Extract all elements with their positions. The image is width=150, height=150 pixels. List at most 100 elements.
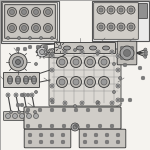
Circle shape <box>50 133 54 137</box>
Circle shape <box>96 50 100 54</box>
Circle shape <box>113 63 115 65</box>
Circle shape <box>32 78 36 82</box>
Circle shape <box>118 76 122 80</box>
Circle shape <box>99 25 103 29</box>
Circle shape <box>41 50 43 51</box>
Circle shape <box>62 141 64 143</box>
Circle shape <box>123 63 127 67</box>
Circle shape <box>83 133 87 137</box>
Circle shape <box>45 9 51 15</box>
Circle shape <box>21 94 23 96</box>
Circle shape <box>6 93 10 97</box>
Circle shape <box>120 46 123 49</box>
Circle shape <box>29 46 31 48</box>
Circle shape <box>50 54 54 58</box>
Ellipse shape <box>32 76 36 84</box>
Circle shape <box>111 51 113 53</box>
Circle shape <box>97 102 99 104</box>
Circle shape <box>112 63 116 66</box>
Circle shape <box>39 109 41 111</box>
Circle shape <box>9 111 12 114</box>
Circle shape <box>99 8 103 12</box>
Circle shape <box>6 114 10 118</box>
Circle shape <box>22 93 26 97</box>
Ellipse shape <box>8 76 12 84</box>
Circle shape <box>99 125 101 127</box>
Circle shape <box>105 140 109 144</box>
Circle shape <box>80 101 84 105</box>
Circle shape <box>8 24 16 33</box>
Circle shape <box>117 69 119 71</box>
Circle shape <box>61 140 65 144</box>
Circle shape <box>16 103 20 107</box>
Circle shape <box>26 111 29 114</box>
Circle shape <box>121 47 122 48</box>
Circle shape <box>37 47 47 57</box>
Circle shape <box>34 63 38 66</box>
Circle shape <box>97 23 105 31</box>
Circle shape <box>132 47 133 48</box>
Circle shape <box>15 94 17 96</box>
Circle shape <box>44 50 46 52</box>
Circle shape <box>95 141 97 143</box>
Circle shape <box>23 94 25 96</box>
Circle shape <box>96 101 100 105</box>
FancyBboxPatch shape <box>54 42 116 54</box>
Circle shape <box>51 109 53 111</box>
Circle shape <box>51 101 54 104</box>
Circle shape <box>44 8 52 16</box>
Circle shape <box>62 134 64 136</box>
Circle shape <box>21 104 23 106</box>
Ellipse shape <box>24 76 28 84</box>
Circle shape <box>96 52 99 55</box>
Ellipse shape <box>76 46 84 50</box>
Circle shape <box>74 108 78 112</box>
Circle shape <box>39 133 43 137</box>
Circle shape <box>97 102 98 103</box>
Circle shape <box>63 125 65 127</box>
Circle shape <box>84 76 96 87</box>
Circle shape <box>20 114 24 118</box>
FancyBboxPatch shape <box>1 1 59 43</box>
Circle shape <box>26 93 30 97</box>
Circle shape <box>121 99 123 101</box>
Circle shape <box>20 8 28 16</box>
Circle shape <box>32 8 40 16</box>
Circle shape <box>120 46 134 60</box>
Circle shape <box>116 98 120 102</box>
Circle shape <box>40 141 42 143</box>
Circle shape <box>9 9 15 15</box>
Circle shape <box>45 26 51 30</box>
Circle shape <box>45 46 47 48</box>
Circle shape <box>31 94 33 96</box>
Circle shape <box>86 108 90 112</box>
Circle shape <box>70 76 81 87</box>
FancyBboxPatch shape <box>117 41 137 65</box>
Circle shape <box>138 66 142 70</box>
Circle shape <box>98 124 102 128</box>
Circle shape <box>117 85 119 87</box>
Circle shape <box>107 23 115 31</box>
Circle shape <box>51 52 53 54</box>
FancyBboxPatch shape <box>138 3 147 18</box>
Circle shape <box>28 45 32 49</box>
Circle shape <box>86 124 90 128</box>
Circle shape <box>33 111 36 114</box>
Circle shape <box>49 52 51 54</box>
Circle shape <box>131 46 134 49</box>
Circle shape <box>110 108 114 112</box>
Circle shape <box>50 124 54 128</box>
Circle shape <box>107 6 115 14</box>
Circle shape <box>54 51 56 52</box>
Circle shape <box>14 93 18 97</box>
Circle shape <box>117 55 119 57</box>
Circle shape <box>52 102 53 103</box>
Circle shape <box>33 26 39 30</box>
Circle shape <box>23 47 27 51</box>
Circle shape <box>64 51 66 53</box>
Circle shape <box>109 25 113 29</box>
Circle shape <box>57 76 68 87</box>
Circle shape <box>116 140 120 144</box>
Circle shape <box>106 141 108 143</box>
Circle shape <box>16 78 20 82</box>
